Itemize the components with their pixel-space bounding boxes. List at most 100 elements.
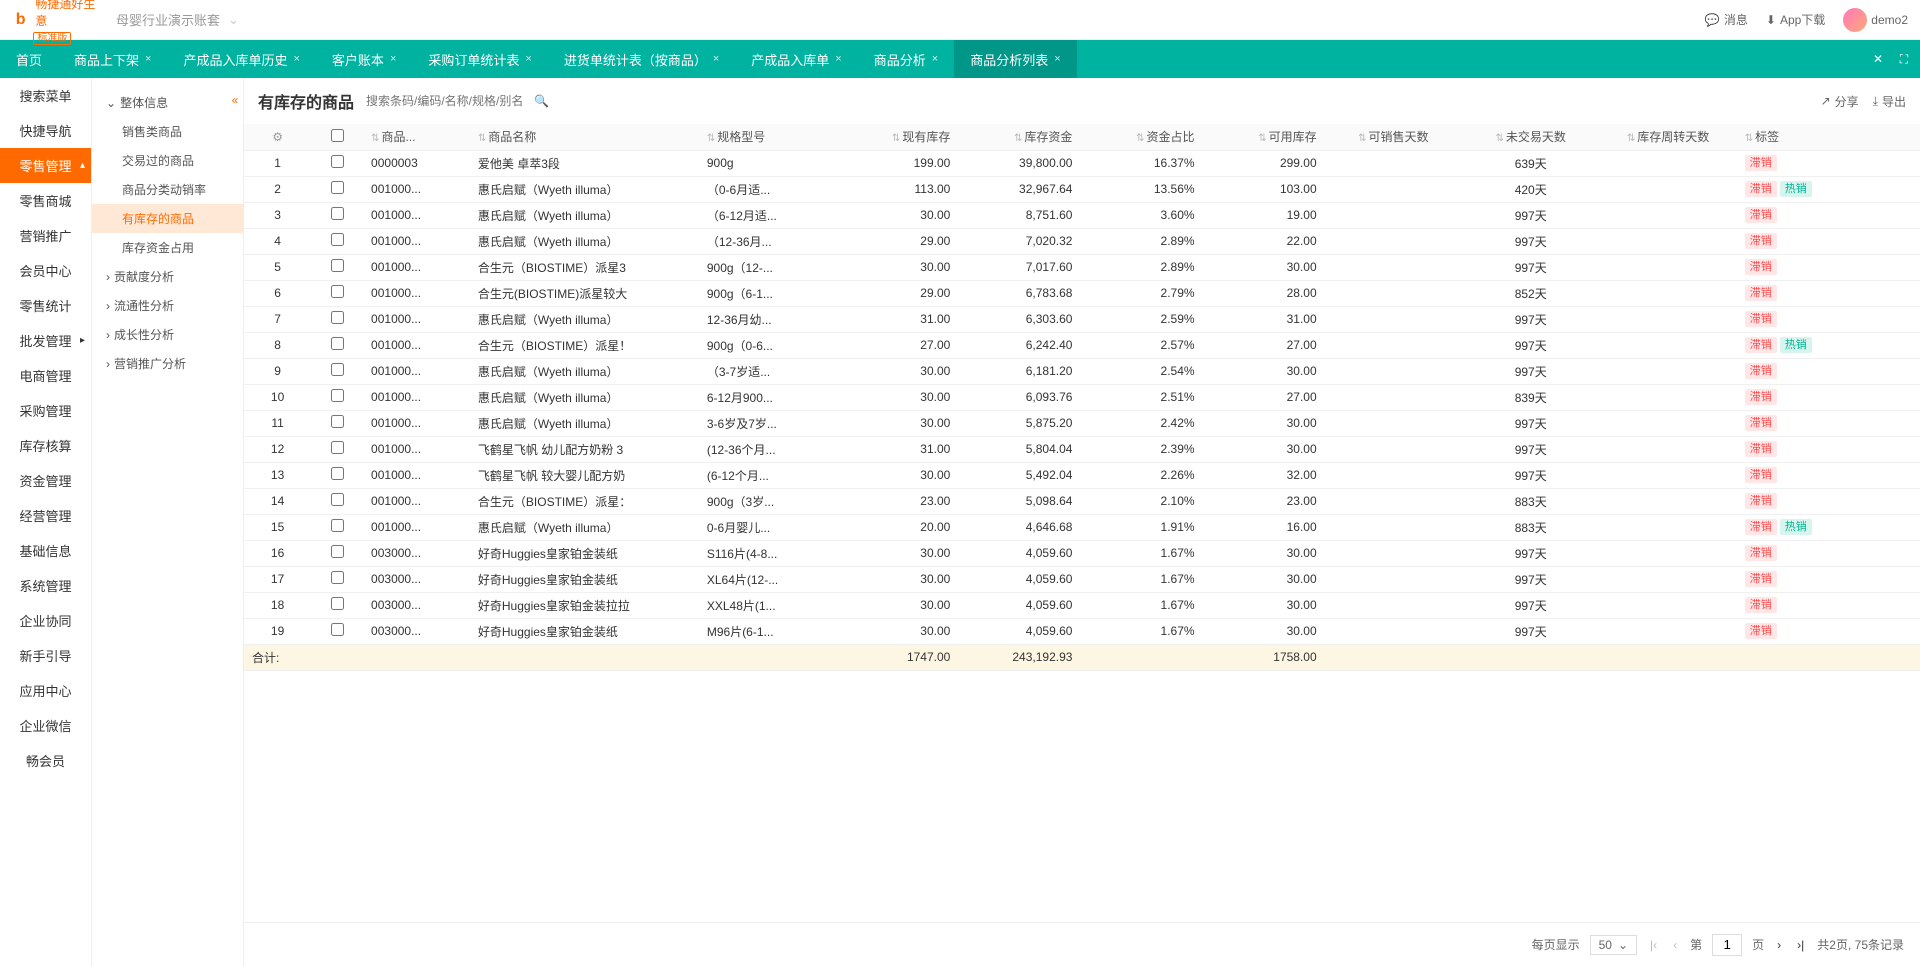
close-icon[interactable]: ×: [525, 53, 531, 65]
tab[interactable]: 首页: [0, 40, 58, 78]
table-row[interactable]: 19003000...好奇Huggies皇家铂金装纸M96片(6-1...30.…: [244, 618, 1920, 644]
close-icon[interactable]: ×: [390, 53, 396, 65]
tab[interactable]: 产成品入库单历史×: [167, 40, 315, 78]
row-checkbox[interactable]: [331, 259, 344, 272]
download-link[interactable]: ⬇ App下载: [1766, 11, 1825, 28]
table-row[interactable]: 14001000...合生元（BIOSTIME）派星：900g（3岁...23.…: [244, 488, 1920, 514]
nav-item[interactable]: 电商管理: [0, 358, 91, 393]
table-wrap[interactable]: ⚙ ⇅商品... ⇅商品名称 ⇅规格型号 ⇅现有库存 ⇅库存资金 ⇅资金占比 ⇅…: [244, 124, 1920, 922]
page-prev-button[interactable]: ‹: [1670, 938, 1680, 952]
row-checkbox[interactable]: [331, 467, 344, 480]
row-checkbox[interactable]: [331, 623, 344, 636]
table-row[interactable]: 10000003爱他美 卓萃3段900g199.0039,800.0016.37…: [244, 150, 1920, 176]
row-checkbox[interactable]: [331, 415, 344, 428]
table-row[interactable]: 5001000...合生元（BIOSTIME）派星3900g（12-...30.…: [244, 254, 1920, 280]
tree-group[interactable]: ›贡献度分析: [92, 262, 243, 291]
export-button[interactable]: ⤓导出: [1873, 93, 1906, 110]
table-row[interactable]: 18003000...好奇Huggies皇家铂金装拉拉XXL48片(1...30…: [244, 592, 1920, 618]
table-row[interactable]: 2001000...惠氏启赋（Wyeth illuma）（0-6月适...113…: [244, 176, 1920, 202]
close-icon[interactable]: ×: [713, 53, 719, 65]
tree-item[interactable]: 销售类商品: [92, 117, 243, 146]
nav-item[interactable]: 会员中心: [0, 253, 91, 288]
close-all-icon[interactable]: ✕: [1870, 51, 1886, 67]
tree-group[interactable]: ›成长性分析: [92, 320, 243, 349]
close-icon[interactable]: ×: [293, 53, 299, 65]
tab[interactable]: 客户账本×: [316, 40, 412, 78]
page-size-select[interactable]: 50 ⌄: [1590, 935, 1637, 955]
fullscreen-icon[interactable]: ⛶: [1896, 51, 1912, 67]
nav-item[interactable]: 新手引导: [0, 638, 91, 673]
table-row[interactable]: 17003000...好奇Huggies皇家铂金装纸XL64片(12-...30…: [244, 566, 1920, 592]
user-menu[interactable]: demo2: [1843, 8, 1908, 32]
close-icon[interactable]: ×: [835, 53, 841, 65]
tab[interactable]: 采购订单统计表×: [412, 40, 547, 78]
col-turndays[interactable]: ⇅库存周转天数: [1599, 124, 1736, 150]
nav-item[interactable]: 批发管理▸: [0, 323, 91, 358]
table-row[interactable]: 7001000...惠氏启赋（Wyeth illuma）12-36月幼...31…: [244, 306, 1920, 332]
nav-item[interactable]: 零售管理▴: [0, 148, 91, 183]
row-checkbox[interactable]: [331, 233, 344, 246]
page-input[interactable]: [1712, 934, 1742, 956]
col-saledays[interactable]: ⇅可销售天数: [1325, 124, 1462, 150]
table-row[interactable]: 9001000...惠氏启赋（Wyeth illuma）（3-7岁适...30.…: [244, 358, 1920, 384]
tree-group[interactable]: ›营销推广分析: [92, 349, 243, 378]
page-last-button[interactable]: ›|: [1794, 938, 1807, 952]
table-row[interactable]: 8001000...合生元（BIOSTIME）派星！900g（0-6...27.…: [244, 332, 1920, 358]
close-icon[interactable]: ×: [1054, 53, 1060, 65]
tree-root[interactable]: ⌄ 整体信息: [92, 88, 243, 117]
nav-item[interactable]: 企业微信: [0, 708, 91, 743]
tree-item[interactable]: 商品分类动销率: [92, 175, 243, 204]
tree-group[interactable]: ›流通性分析: [92, 291, 243, 320]
nav-item[interactable]: 零售统计: [0, 288, 91, 323]
tree-item[interactable]: 有库存的商品: [92, 204, 243, 233]
row-checkbox[interactable]: [331, 493, 344, 506]
row-checkbox[interactable]: [331, 389, 344, 402]
table-row[interactable]: 12001000...飞鹤星飞帆 幼儿配方奶粉 3(12-36个月...31.0…: [244, 436, 1920, 462]
row-checkbox[interactable]: [331, 181, 344, 194]
page-first-button[interactable]: |‹: [1647, 938, 1660, 952]
tab[interactable]: 商品分析列表×: [954, 40, 1076, 78]
check-all[interactable]: [331, 129, 344, 142]
col-tags[interactable]: ⇅标签: [1737, 124, 1920, 150]
nav-item[interactable]: 系统管理: [0, 568, 91, 603]
page-next-button[interactable]: ›: [1774, 938, 1784, 952]
tab[interactable]: 产成品入库单×: [735, 40, 857, 78]
close-icon[interactable]: ×: [932, 53, 938, 65]
nav-item[interactable]: 营销推广: [0, 218, 91, 253]
table-row[interactable]: 3001000...惠氏启赋（Wyeth illuma）（6-12月适...30…: [244, 202, 1920, 228]
tab[interactable]: 商品分析×: [858, 40, 954, 78]
row-checkbox[interactable]: [331, 441, 344, 454]
nav-item[interactable]: 畅会员: [0, 743, 91, 778]
tree-item[interactable]: 交易过的商品: [92, 146, 243, 175]
table-row[interactable]: 13001000...飞鹤星飞帆 较大婴儿配方奶(6-12个月...30.005…: [244, 462, 1920, 488]
messages-link[interactable]: 💬 消息: [1705, 11, 1748, 28]
nav-item[interactable]: 经营管理: [0, 498, 91, 533]
row-checkbox[interactable]: [331, 519, 344, 532]
row-checkbox[interactable]: [331, 285, 344, 298]
search-icon[interactable]: 🔍: [534, 94, 549, 108]
nav-item[interactable]: 资金管理: [0, 463, 91, 498]
row-checkbox[interactable]: [331, 337, 344, 350]
collapse-tree-icon[interactable]: «: [226, 88, 244, 112]
nav-item[interactable]: 零售商城: [0, 183, 91, 218]
table-row[interactable]: 11001000...惠氏启赋（Wyeth illuma）3-6岁及7岁...3…: [244, 410, 1920, 436]
close-icon[interactable]: ×: [145, 53, 151, 65]
row-checkbox[interactable]: [331, 311, 344, 324]
table-row[interactable]: 4001000...惠氏启赋（Wyeth illuma）（12-36月...29…: [244, 228, 1920, 254]
row-checkbox[interactable]: [331, 207, 344, 220]
share-button[interactable]: ↗分享: [1821, 93, 1859, 110]
tab[interactable]: 商品上下架×: [58, 40, 167, 78]
col-fund[interactable]: ⇅库存资金: [958, 124, 1080, 150]
table-row[interactable]: 10001000...惠氏启赋（Wyeth illuma）6-12月900...…: [244, 384, 1920, 410]
col-notrade[interactable]: ⇅未交易天数: [1462, 124, 1599, 150]
row-checkbox[interactable]: [331, 597, 344, 610]
nav-item[interactable]: 搜索菜单: [0, 78, 91, 113]
row-checkbox[interactable]: [331, 545, 344, 558]
col-stock[interactable]: ⇅现有库存: [836, 124, 958, 150]
nav-item[interactable]: 快捷导航: [0, 113, 91, 148]
nav-item[interactable]: 库存核算: [0, 428, 91, 463]
nav-item[interactable]: 基础信息: [0, 533, 91, 568]
account-selector[interactable]: 母婴行业演示账套 ⌄: [116, 10, 239, 29]
table-row[interactable]: 16003000...好奇Huggies皇家铂金装纸S116片(4-8...30…: [244, 540, 1920, 566]
tree-item[interactable]: 库存资金占用: [92, 233, 243, 262]
